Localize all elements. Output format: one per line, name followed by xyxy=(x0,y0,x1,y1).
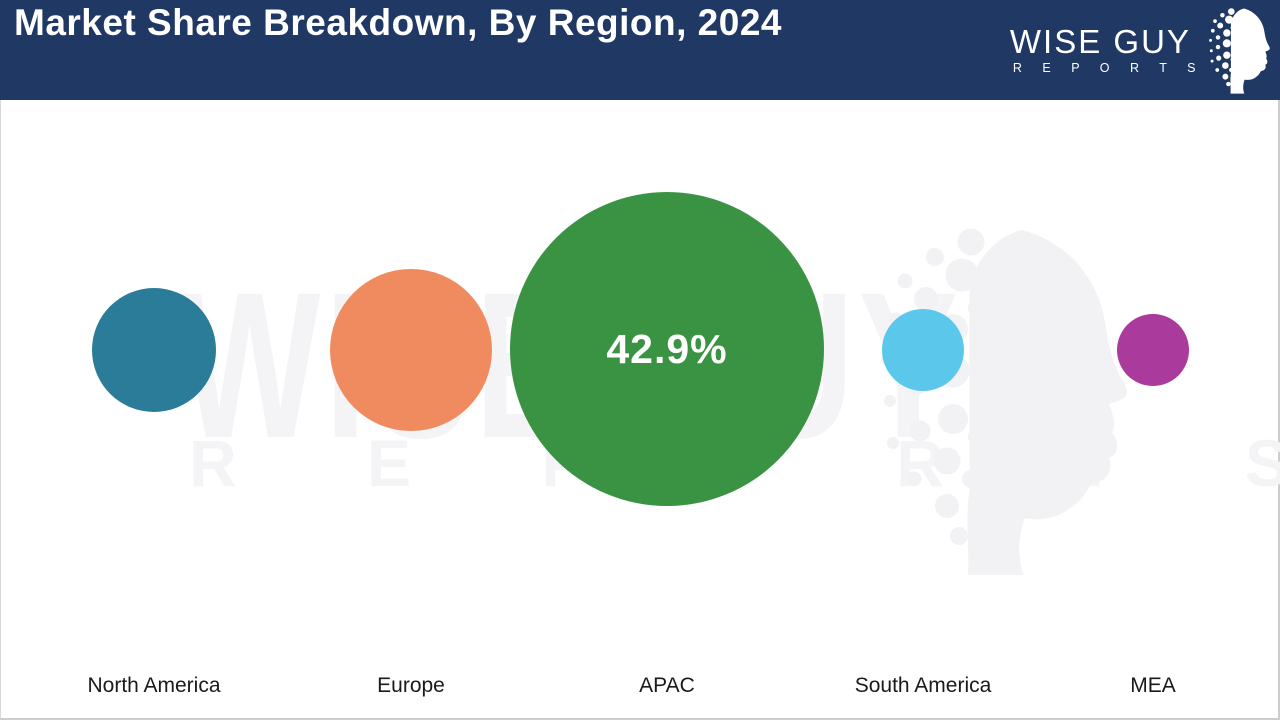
bubble-north-america xyxy=(92,288,216,412)
page-title: Market Share Breakdown, By Region, 2024 xyxy=(14,2,782,43)
bubble-apac: 42.9% xyxy=(510,192,824,506)
bubble-label-mea: MEA xyxy=(1130,674,1176,697)
brand-name: WISE GUY xyxy=(1009,22,1191,60)
bubble-label-europe: Europe xyxy=(377,674,445,697)
bubble-chart: WISE GUY R E P O R T S 42.9% North Ameri… xyxy=(0,100,1280,720)
bubble-value-label: 42.9% xyxy=(606,325,728,372)
bubble-mea xyxy=(1117,314,1189,386)
brand-subtitle: R E P O R T S xyxy=(1012,61,1204,76)
bubble-label-south-america: South America xyxy=(854,674,992,697)
brand-logo-text: WISE GUY R E P O R T S xyxy=(1009,22,1204,76)
bubble-south-america xyxy=(882,309,964,391)
brand-logo: WISE GUY R E P O R T S xyxy=(1010,0,1272,100)
header-bar: Market Share Breakdown, By Region, 2024 … xyxy=(0,0,1280,100)
watermark-head-icon xyxy=(881,228,1128,575)
bubble-label-apac: APAC xyxy=(639,674,695,697)
bubble-label-north-america: North America xyxy=(87,674,221,697)
brand-head-icon xyxy=(1209,8,1270,94)
bubble-europe xyxy=(330,269,492,431)
